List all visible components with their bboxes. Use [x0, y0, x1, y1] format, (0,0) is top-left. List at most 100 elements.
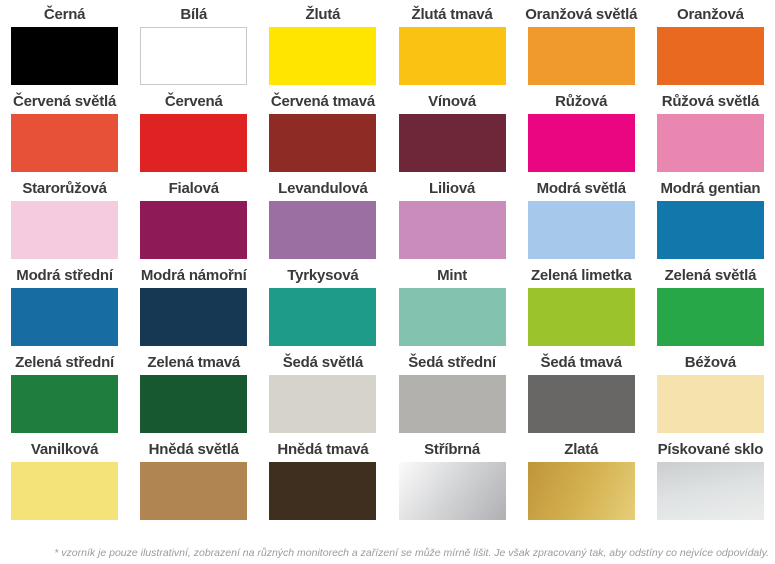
- color-cell: Zlatá: [517, 440, 646, 527]
- color-swatch: [11, 462, 119, 520]
- color-swatch: [11, 27, 119, 85]
- color-name-label: Šedá světlá: [282, 354, 364, 371]
- color-cell: Pískované sklo: [646, 440, 775, 527]
- color-swatch: [140, 114, 248, 172]
- color-cell: Hnědá tmavá: [258, 440, 387, 527]
- color-name-label: Růžová: [555, 93, 608, 110]
- color-swatch: [398, 288, 506, 346]
- color-swatch: [398, 462, 506, 520]
- color-name-label: Hnědá tmavá: [277, 441, 369, 458]
- color-swatch: [527, 201, 635, 259]
- color-name-label: Vanilková: [30, 441, 99, 458]
- color-name-label: Levandulová: [278, 180, 368, 197]
- color-swatch: [269, 201, 377, 259]
- color-name-label: Červená světlá: [13, 93, 117, 110]
- color-cell: Hnědá světlá: [129, 440, 258, 527]
- color-cell: Růžová: [517, 92, 646, 179]
- color-name-label: Zelená střední: [15, 354, 115, 371]
- color-cell: Liliová: [388, 179, 517, 266]
- color-swatch: [656, 288, 764, 346]
- color-cell: Růžová světlá: [646, 92, 775, 179]
- color-name-label: Bílá: [180, 6, 208, 23]
- color-swatch: [140, 375, 248, 433]
- disclaimer-note: * vzorník je pouze ilustrativní, zobraze…: [54, 547, 769, 559]
- color-cell: Levandulová: [258, 179, 387, 266]
- color-name-label: Zelená tmavá: [147, 354, 241, 371]
- color-cell: Béžová: [646, 353, 775, 440]
- color-cell: Zelená limetka: [517, 266, 646, 353]
- color-name-label: Červená tmavá: [270, 93, 375, 110]
- color-name-label: Modrá světlá: [536, 180, 627, 197]
- color-swatch: [11, 375, 119, 433]
- color-cell: Modrá námořní: [129, 266, 258, 353]
- color-name-label: Pískované sklo: [657, 441, 764, 458]
- color-swatch: [527, 27, 635, 85]
- color-swatch: [269, 288, 377, 346]
- color-swatch: [527, 114, 635, 172]
- color-cell: Modrá světlá: [517, 179, 646, 266]
- color-swatch: [656, 375, 764, 433]
- color-name-label: Žlutá: [305, 6, 341, 23]
- color-cell: Vínová: [388, 92, 517, 179]
- color-cell: Šedá střední: [388, 353, 517, 440]
- color-name-label: Zelená světlá: [664, 267, 757, 284]
- color-name-label: Modrá námořní: [140, 267, 247, 284]
- color-cell: Šedá světlá: [258, 353, 387, 440]
- color-name-label: Fialová: [168, 180, 219, 197]
- color-swatch: [140, 201, 248, 259]
- color-cell: Žlutá tmavá: [388, 5, 517, 92]
- color-name-label: Liliová: [429, 180, 476, 197]
- color-name-label: Růžová světlá: [661, 93, 760, 110]
- color-cell: Zelená tmavá: [129, 353, 258, 440]
- color-name-label: Béžová: [684, 354, 737, 371]
- color-swatch: [527, 375, 635, 433]
- color-swatch: [269, 375, 377, 433]
- color-name-label: Starorůžová: [22, 180, 107, 197]
- color-swatch: [11, 114, 119, 172]
- color-name-label: Zlatá: [564, 441, 599, 458]
- color-name-label: Šedá tmavá: [540, 354, 623, 371]
- color-swatch: [527, 462, 635, 520]
- color-swatch: [398, 375, 506, 433]
- color-cell: Modrá gentian: [646, 179, 775, 266]
- color-swatch: [269, 462, 377, 520]
- color-name-label: Modrá střední: [16, 267, 113, 284]
- color-name-label: Žlutá tmavá: [411, 6, 493, 23]
- color-cell: Fialová: [129, 179, 258, 266]
- color-name-label: Černá: [43, 6, 86, 23]
- color-swatch: [11, 201, 119, 259]
- color-name-label: Tyrkysová: [287, 267, 359, 284]
- color-name-label: Zelená limetka: [530, 267, 632, 284]
- color-swatch: [398, 27, 506, 85]
- color-cell: Vanilková: [0, 440, 129, 527]
- color-name-label: Šedá střední: [408, 354, 496, 371]
- color-cell: Šedá tmavá: [517, 353, 646, 440]
- color-swatch: [140, 288, 248, 346]
- color-name-label: Stříbrná: [424, 441, 481, 458]
- color-grid: Černá Bílá Žlutá Žlutá tmavá Oranžová sv…: [0, 5, 775, 527]
- color-cell: Oranžová světlá: [517, 5, 646, 92]
- color-cell: Stříbrná: [388, 440, 517, 527]
- color-swatch: [527, 288, 635, 346]
- color-name-label: Mint: [437, 267, 468, 284]
- color-cell: Modrá střední: [0, 266, 129, 353]
- color-cell: Zelená střední: [0, 353, 129, 440]
- color-cell: Červená světlá: [0, 92, 129, 179]
- color-name-label: Červená: [164, 93, 223, 110]
- color-swatch: [398, 201, 506, 259]
- color-cell: Žlutá: [258, 5, 387, 92]
- color-swatch: [656, 201, 764, 259]
- color-name-label: Oranžová: [677, 6, 744, 23]
- color-swatch: [269, 114, 377, 172]
- color-swatch: [398, 114, 506, 172]
- color-name-label: Modrá gentian: [660, 180, 761, 197]
- color-cell: Mint: [388, 266, 517, 353]
- color-cell: Starorůžová: [0, 179, 129, 266]
- color-name-label: Hnědá světlá: [148, 441, 239, 458]
- color-cell: Černá: [0, 5, 129, 92]
- color-swatch: [140, 27, 248, 85]
- color-cell: Zelená světlá: [646, 266, 775, 353]
- color-name-label: Oranžová světlá: [525, 6, 638, 23]
- color-cell: Červená: [129, 92, 258, 179]
- color-swatch: [269, 27, 377, 85]
